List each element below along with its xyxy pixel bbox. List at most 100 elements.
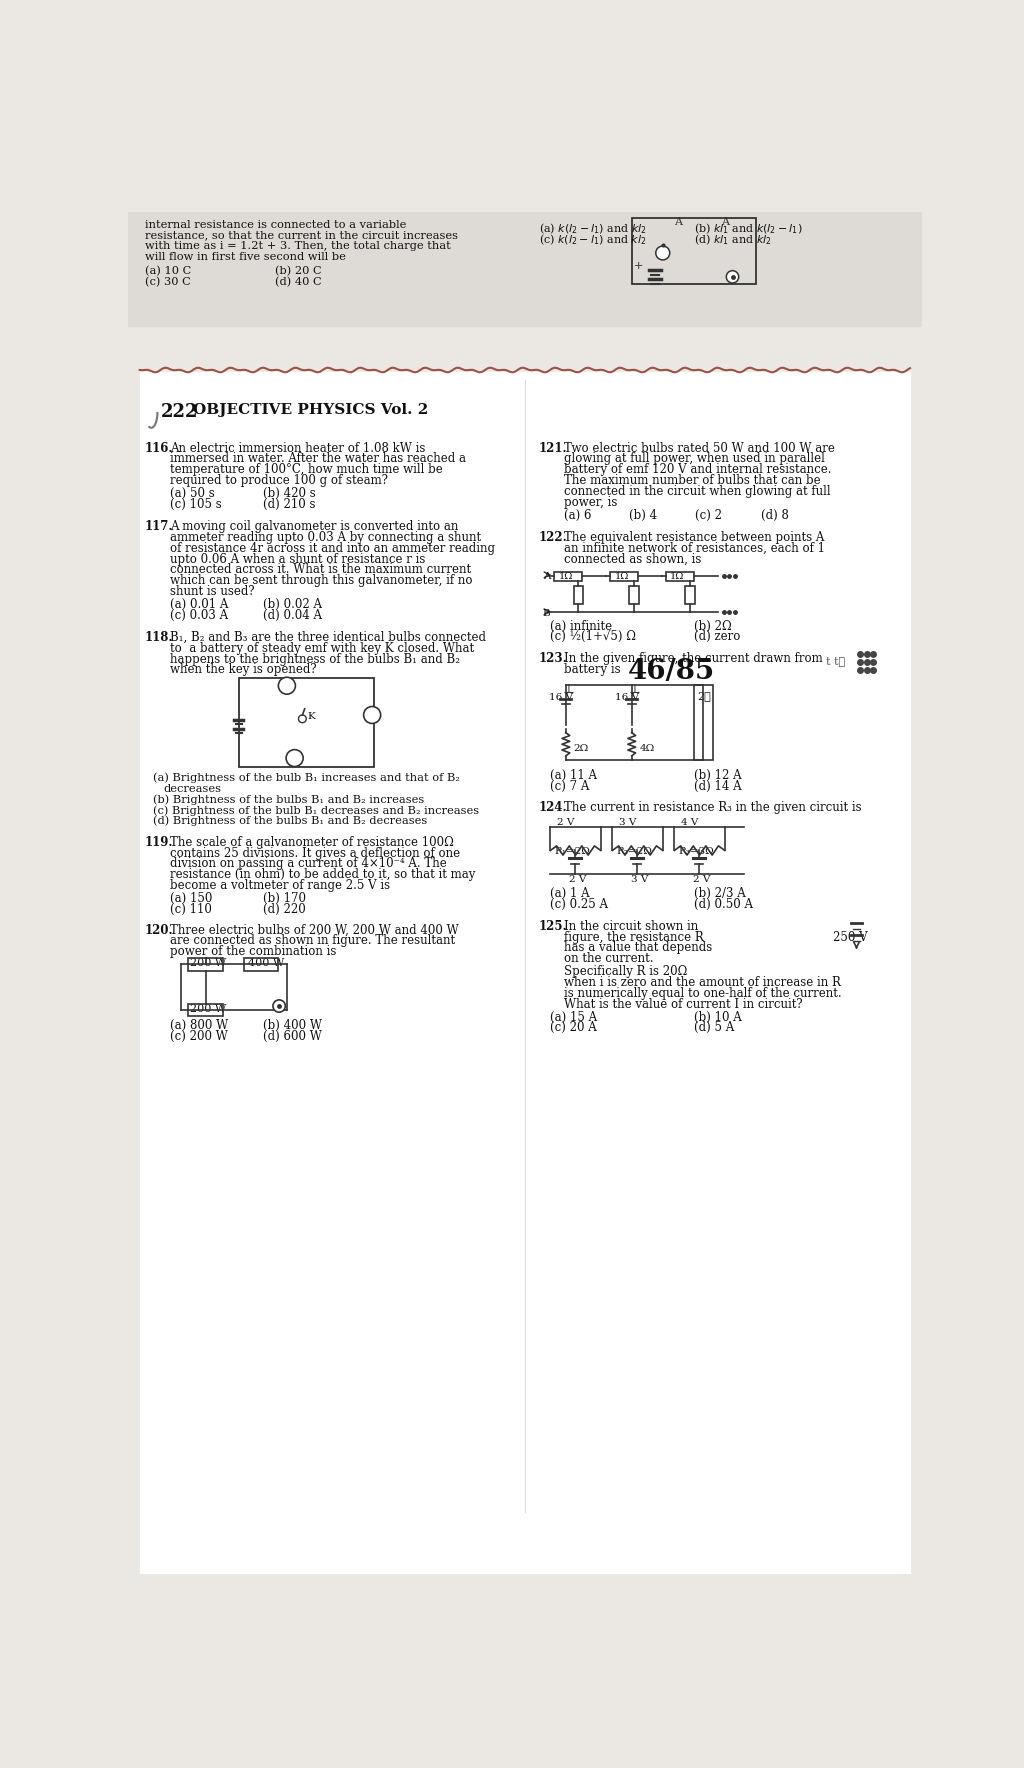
Text: connected across it. What is the maximum current: connected across it. What is the maximum…: [170, 564, 471, 576]
Text: 2Ω: 2Ω: [573, 744, 589, 753]
Text: The current in resistance R₃ in the given circuit is: The current in resistance R₃ in the give…: [563, 801, 861, 815]
Text: (c) 0.25 A: (c) 0.25 A: [550, 898, 608, 911]
Text: (d) 220: (d) 220: [263, 903, 305, 916]
Text: decreases: decreases: [164, 783, 221, 794]
Text: 46/85: 46/85: [628, 658, 715, 684]
Text: 2 V: 2 V: [569, 875, 587, 884]
Text: (a) 1 A: (a) 1 A: [550, 888, 590, 900]
Bar: [693, 684, 713, 760]
Bar: [630, 585, 639, 605]
Bar: [554, 571, 583, 582]
Text: (c) 105 s: (c) 105 s: [170, 499, 221, 511]
Circle shape: [299, 714, 306, 723]
Text: (b) 4: (b) 4: [630, 509, 657, 522]
Text: (a) 0.01 A: (a) 0.01 A: [170, 598, 228, 612]
Text: K: K: [308, 713, 315, 721]
Text: (b) 2/3 A: (b) 2/3 A: [693, 888, 745, 900]
Text: B₂: B₂: [367, 711, 378, 720]
Text: become a voltmeter of range 2.5 V is: become a voltmeter of range 2.5 V is: [170, 879, 390, 893]
Text: What is the value of current I in circuit?: What is the value of current I in circui…: [563, 997, 802, 1011]
Text: of resistance 4r across it and into an ammeter reading: of resistance 4r across it and into an a…: [170, 541, 495, 555]
Text: has a value that depends: has a value that depends: [563, 941, 712, 955]
Text: (a) infinite: (a) infinite: [550, 619, 612, 633]
Text: (b) Brightness of the bulbs B₁ and B₂ increases: (b) Brightness of the bulbs B₁ and B₂ in…: [153, 794, 424, 804]
Circle shape: [364, 707, 381, 723]
Text: (b) 170: (b) 170: [263, 893, 306, 905]
Text: (a) 6: (a) 6: [563, 509, 591, 522]
Text: glowing at full power, when used in parallel: glowing at full power, when used in para…: [563, 453, 824, 465]
Circle shape: [286, 750, 303, 767]
Text: power, is: power, is: [563, 495, 616, 509]
Text: battery of emf 120 V and internal resistance.: battery of emf 120 V and internal resist…: [563, 463, 831, 476]
Text: (b) 20 C: (b) 20 C: [275, 265, 322, 276]
Text: (d) Brightness of the bulbs B₁ and B₂ decreases: (d) Brightness of the bulbs B₁ and B₂ de…: [153, 815, 427, 826]
Text: ammeter reading upto 0.03 A by connecting a shunt: ammeter reading upto 0.03 A by connectin…: [170, 530, 481, 545]
Bar: [245, 958, 279, 971]
Text: 125.: 125.: [539, 919, 567, 934]
Text: figure, the resistance R: figure, the resistance R: [563, 930, 703, 944]
Text: A: A: [675, 217, 682, 226]
Text: Three electric bulbs of 200 W, 200 W and 400 W: Three electric bulbs of 200 W, 200 W and…: [170, 923, 459, 937]
Text: 2 V: 2 V: [693, 875, 711, 884]
Text: A: A: [721, 217, 729, 226]
Text: 400 W: 400 W: [248, 958, 285, 969]
Text: The scale of a galvanometer of resistance 100Ω: The scale of a galvanometer of resistanc…: [170, 836, 454, 849]
Bar: [188, 958, 222, 971]
Text: 119.: 119.: [145, 836, 173, 849]
Text: +: +: [633, 260, 643, 271]
Text: (d) $kl_1$ and $kl_2$: (d) $kl_1$ and $kl_2$: [693, 232, 771, 248]
Text: An electric immersion heater of 1.08 kW is: An electric immersion heater of 1.08 kW …: [170, 442, 425, 454]
Text: 16 V: 16 V: [549, 693, 572, 702]
Text: ⊥: ⊥: [563, 684, 574, 697]
Text: 3 V: 3 V: [631, 875, 648, 884]
Text: 4 V: 4 V: [681, 819, 698, 827]
Text: are connected as shown in figure. The resultant: are connected as shown in figure. The re…: [170, 935, 455, 948]
Text: 123.: 123.: [539, 652, 567, 665]
Text: resistance, so that the current in the circuit increases: resistance, so that the current in the c…: [145, 230, 458, 240]
Text: Specifically R is 20Ω: Specifically R is 20Ω: [563, 965, 687, 978]
Bar: [632, 217, 756, 285]
Text: (a) $k(l_2 - l_1)$ and $kl_2$: (a) $k(l_2 - l_1)$ and $kl_2$: [539, 221, 647, 235]
Text: connected in the circuit when glowing at full: connected in the circuit when glowing at…: [563, 484, 830, 499]
Text: (c) 2: (c) 2: [695, 509, 722, 522]
Text: required to produce 100 g of steam?: required to produce 100 g of steam?: [170, 474, 388, 486]
Text: (c) 20 A: (c) 20 A: [550, 1022, 597, 1034]
Text: B₁, B₂ and B₃ are the three identical bulbs connected: B₁, B₂ and B₃ are the three identical bu…: [170, 631, 485, 644]
Text: B: B: [543, 608, 550, 617]
Text: (d) 14 A: (d) 14 A: [693, 780, 741, 792]
Text: (a) 50 s: (a) 50 s: [170, 486, 215, 500]
Bar: [128, 212, 922, 325]
Bar: [139, 373, 910, 1574]
Text: (d) 0.04 A: (d) 0.04 A: [263, 608, 322, 622]
Text: (d) 5 A: (d) 5 A: [693, 1022, 734, 1034]
Text: 118.: 118.: [145, 631, 173, 644]
Text: 16 V: 16 V: [614, 693, 639, 702]
Text: an infinite network of resistances, each of 1: an infinite network of resistances, each…: [563, 541, 824, 555]
Text: OBJECTIVE PHYSICS Vol. 2: OBJECTIVE PHYSICS Vol. 2: [194, 403, 428, 417]
Bar: [239, 677, 375, 767]
Text: (d) 8: (d) 8: [761, 509, 790, 522]
Text: (a) 11 A: (a) 11 A: [550, 769, 597, 781]
Text: on the current.: on the current.: [563, 953, 653, 965]
Text: The equivalent resistance between points A: The equivalent resistance between points…: [563, 530, 824, 545]
Text: R₃=3Ω: R₃=3Ω: [678, 847, 714, 856]
Text: (d) 210 s: (d) 210 s: [263, 499, 315, 511]
Text: 2 V: 2 V: [557, 819, 573, 827]
Text: (a) 800 W: (a) 800 W: [170, 1018, 228, 1033]
Text: shunt is used?: shunt is used?: [170, 585, 255, 598]
Text: (b) 420 s: (b) 420 s: [263, 486, 315, 500]
Text: (d) 600 W: (d) 600 W: [263, 1031, 322, 1043]
Text: upto 0.06 A when a shunt of resistance r is: upto 0.06 A when a shunt of resistance r…: [170, 552, 425, 566]
Text: A: A: [659, 249, 667, 258]
Text: connected as shown, is: connected as shown, is: [563, 552, 700, 566]
Text: (b) 10 A: (b) 10 A: [693, 1011, 741, 1024]
Text: (a) 15 A: (a) 15 A: [550, 1011, 597, 1024]
Text: with time as i = 1.2t + 3. Then, the total charge that: with time as i = 1.2t + 3. Then, the tot…: [145, 242, 451, 251]
Text: R₂=2Ω: R₂=2Ω: [616, 847, 652, 856]
Text: In the circuit shown in: In the circuit shown in: [563, 919, 697, 934]
Text: 3 V: 3 V: [618, 819, 636, 827]
Text: 1Ω: 1Ω: [671, 571, 685, 582]
Text: (c) 30 C: (c) 30 C: [145, 278, 190, 286]
Text: 122.: 122.: [539, 530, 567, 545]
Text: (a) 150: (a) 150: [170, 893, 212, 905]
